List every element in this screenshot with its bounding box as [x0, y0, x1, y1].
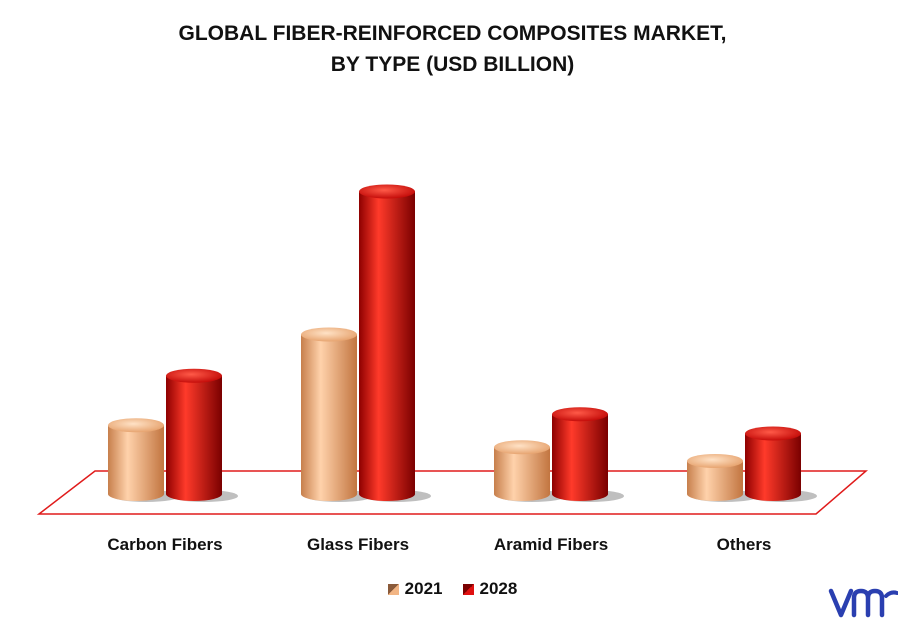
category-label: Aramid Fibers	[494, 535, 608, 554]
title-line-2: BY TYPE (USD BILLION)	[330, 53, 575, 76]
bar-2028-aramid-fibers	[552, 407, 624, 502]
category-label: Carbon Fibers	[107, 535, 222, 554]
vmr-logo-icon	[828, 588, 898, 618]
legend-label-2028: 2028	[479, 579, 518, 598]
legend-swatch-2021	[387, 583, 399, 595]
floor-plane	[36, 470, 869, 515]
legend-item-2021: 2021	[387, 579, 443, 599]
legend: 2021 2028	[0, 579, 905, 599]
legend-swatch-2028	[462, 583, 474, 595]
bar-2021-others	[687, 454, 759, 502]
bar-2021-aramid-fibers	[494, 440, 566, 502]
bar-2021-glass-fibers	[301, 327, 373, 502]
legend-label-2021: 2021	[404, 579, 443, 598]
category-label: Others	[717, 535, 772, 554]
chart-title: GLOBAL FIBER-REINFORCED COMPOSITES MARKE…	[0, 18, 905, 80]
title-line-1: GLOBAL FIBER-REINFORCED COMPOSITES MARKE…	[178, 22, 727, 45]
bar-2028-carbon-fibers	[166, 368, 238, 502]
bar-2028-others	[745, 426, 817, 502]
category-label: Glass Fibers	[307, 535, 409, 554]
legend-item-2028: 2028	[462, 579, 518, 599]
bar-2021-carbon-fibers	[108, 418, 180, 502]
bar-2028-glass-fibers	[359, 184, 431, 502]
